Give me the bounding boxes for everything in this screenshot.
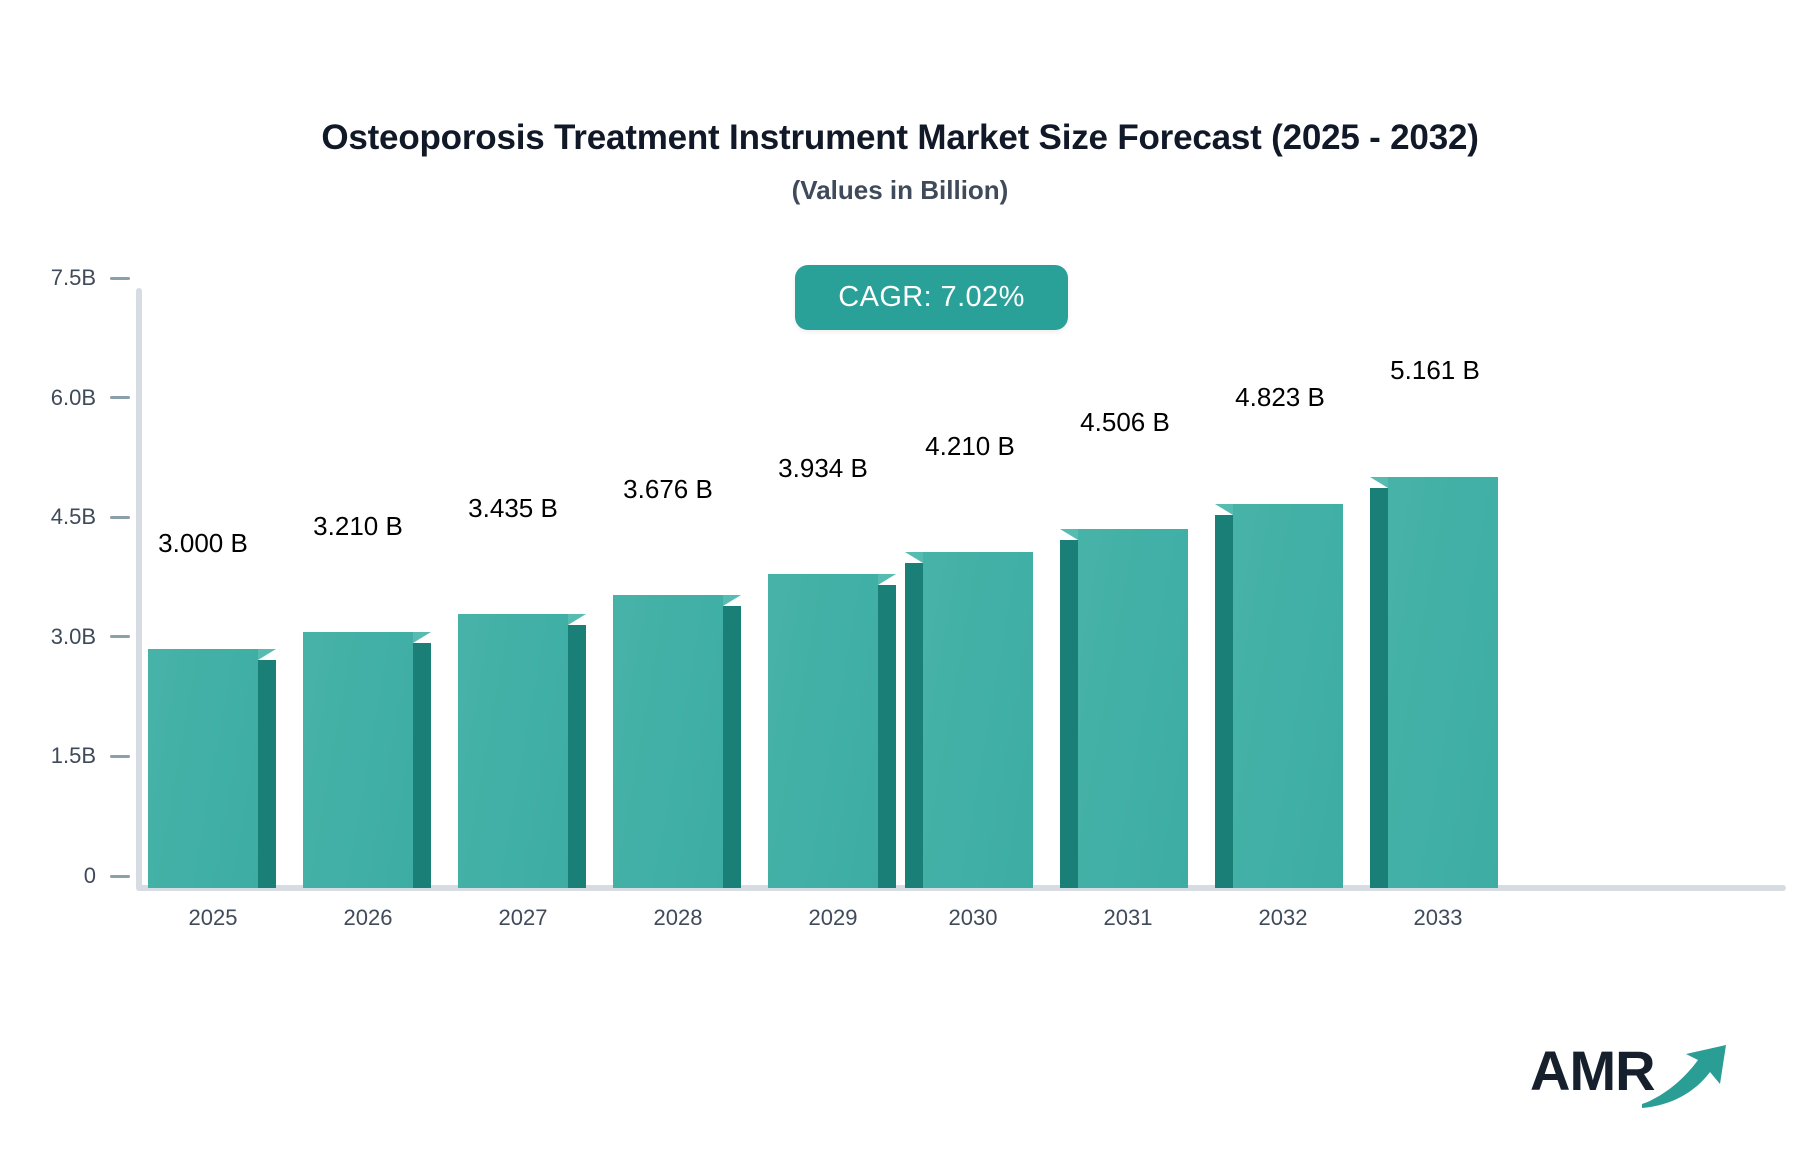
bar-3d-2027 bbox=[458, 614, 586, 888]
bar-3d-2025 bbox=[148, 648, 276, 888]
bar-top-face bbox=[1370, 476, 1388, 488]
cagr-badge: CAGR: 7.02% bbox=[795, 265, 1068, 330]
bar-front-face bbox=[1078, 528, 1188, 888]
x-axis-label-2028: 2028 bbox=[653, 905, 703, 930]
bar-3d-2031 bbox=[1060, 528, 1188, 888]
bar-front-face bbox=[923, 552, 1033, 888]
bar-top-face bbox=[905, 552, 923, 564]
x-axis-label-2033: 2033 bbox=[1413, 905, 1463, 930]
y-axis-tick-1-5: 1.5B bbox=[0, 743, 130, 769]
bar-side-face bbox=[723, 605, 741, 888]
bar-top-face bbox=[1215, 503, 1233, 515]
bar-value-label-2031: 4.506 B bbox=[1080, 407, 1170, 437]
bar-3d-2033 bbox=[1370, 476, 1498, 888]
bar-top-face bbox=[878, 574, 896, 586]
y-axis-tick-mark bbox=[110, 276, 130, 280]
bar-value-label-2028: 3.676 B bbox=[623, 474, 713, 504]
bar-3d-2026 bbox=[303, 632, 431, 888]
bar-value-label-2027: 3.435 B bbox=[468, 493, 558, 523]
bar-side-face bbox=[413, 643, 431, 888]
bar-value-label-2030: 4.210 B bbox=[925, 431, 1015, 461]
x-axis-label-2027: 2027 bbox=[498, 905, 548, 930]
bar-side-face bbox=[1060, 539, 1078, 888]
y-axis-tick-mark bbox=[110, 874, 130, 878]
y-axis-tick-label: 0 bbox=[83, 863, 96, 888]
bar-side-face bbox=[1215, 514, 1233, 888]
bar-value-label-2032: 4.823 B bbox=[1235, 382, 1325, 412]
bar-3d-2030 bbox=[905, 552, 1033, 888]
bar-front-face bbox=[613, 594, 723, 888]
bar-top-face bbox=[723, 594, 741, 606]
y-axis-tick-4-5: 4.5B bbox=[0, 504, 130, 530]
bar-value-label-2025: 3.000 B bbox=[158, 528, 248, 558]
bar-side-face bbox=[878, 585, 896, 888]
bar-3d-2028 bbox=[613, 594, 741, 888]
x-axis-label-2032: 2032 bbox=[1258, 905, 1308, 930]
y-axis-tick-label: 6.0B bbox=[50, 384, 96, 410]
bar-3d-2032 bbox=[1215, 503, 1343, 888]
x-axis-label-2031: 2031 bbox=[1103, 905, 1153, 930]
bar-side-face bbox=[568, 625, 586, 888]
bar-front-face bbox=[768, 574, 878, 888]
bar-side-face bbox=[1370, 487, 1388, 888]
y-axis-tick-mark bbox=[110, 515, 130, 519]
bar-front-face bbox=[458, 614, 568, 888]
bar-front-face bbox=[1233, 503, 1343, 888]
y-axis-tick-mark bbox=[110, 396, 130, 400]
bar-top-face bbox=[568, 614, 586, 626]
y-axis-tick-label: 4.5B bbox=[50, 504, 96, 530]
x-axis-label-2026: 2026 bbox=[343, 905, 393, 930]
x-axis-label-2030: 2030 bbox=[948, 905, 998, 930]
amr-logo-text: AMR bbox=[1530, 1039, 1656, 1102]
y-axis-tick-3-0: 3.0B bbox=[0, 623, 130, 649]
y-axis-tick-6-0: 6.0B bbox=[0, 384, 130, 410]
growth-arrow-icon bbox=[1640, 1042, 1732, 1113]
x-axis-label-2025: 2025 bbox=[188, 905, 238, 930]
y-axis-tick-label: 7.5B bbox=[50, 265, 96, 290]
bar-front-face bbox=[303, 632, 413, 888]
bar-front-face bbox=[1388, 476, 1498, 888]
page-title: Osteoporosis Treatment Instrument Market… bbox=[321, 118, 1479, 157]
bar-front-face bbox=[148, 648, 258, 888]
bar-top-face bbox=[258, 648, 276, 660]
bar-side-face bbox=[258, 659, 276, 888]
bar-3d-2029 bbox=[768, 574, 896, 888]
amr-logo: AMR bbox=[1530, 1040, 1730, 1112]
y-axis-tick-mark bbox=[110, 754, 130, 758]
bar-value-label-2026: 3.210 B bbox=[313, 511, 403, 541]
y-axis-tick-0: 0 bbox=[0, 863, 130, 888]
y-axis-line bbox=[136, 288, 142, 890]
bar-top-face bbox=[413, 632, 431, 644]
bar-top-face bbox=[1060, 528, 1078, 540]
x-axis-line bbox=[136, 885, 1786, 891]
y-axis-tick-label: 1.5B bbox=[50, 743, 96, 769]
y-axis-tick-7-5: 7.5B bbox=[0, 265, 130, 290]
chart-subtitle: (Values in Billion) bbox=[791, 175, 1009, 205]
x-axis-label-2029: 2029 bbox=[808, 905, 858, 930]
y-axis-tick-label: 3.0B bbox=[50, 623, 96, 649]
bar-side-face bbox=[905, 563, 923, 888]
bar-value-label-2033: 5.161 B bbox=[1390, 355, 1480, 385]
y-axis-tick-mark bbox=[110, 635, 130, 639]
cagr-badge-label: CAGR: 7.02% bbox=[838, 281, 1025, 313]
bar-value-label-2029: 3.934 B bbox=[778, 453, 868, 483]
